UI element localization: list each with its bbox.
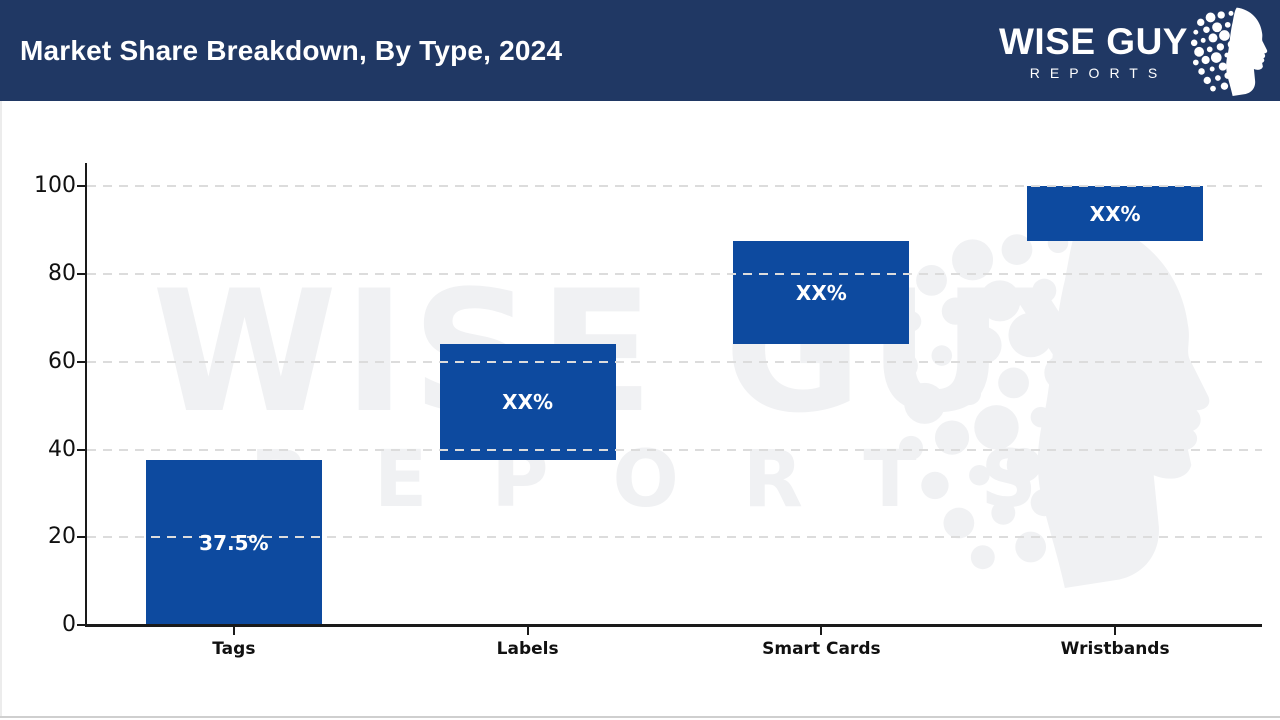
- bar-value-label-wristbands: XX%: [1089, 201, 1141, 226]
- bar-value-label-labels: XX%: [502, 390, 554, 415]
- x-axis-category-label-smart-cards: Smart Cards: [762, 639, 881, 659]
- bar-value-label-smart-cards: XX%: [795, 280, 847, 305]
- x-axis-category-label-tags: Tags: [212, 639, 256, 659]
- y-axis-tick-label: 0: [62, 612, 76, 637]
- chart-title: Market Share Breakdown, By Type, 2024: [20, 34, 563, 66]
- y-axis-tick-label: 40: [48, 436, 76, 462]
- bar-wristbands: [1027, 186, 1204, 242]
- x-axis-tick-mark-smart-cards: [820, 627, 823, 635]
- y-axis-tick-mark: [77, 624, 85, 626]
- footer-divider-line: [0, 716, 1280, 718]
- gridline-60: [87, 360, 1262, 363]
- y-axis-tick-mark: [77, 536, 85, 539]
- header-bar: Market Share Breakdown, By Type, 2024 WI…: [0, 0, 1280, 101]
- y-axis-spine: [85, 163, 87, 627]
- wiseguy-logo-text: WISE GUY REPORTS: [998, 20, 1188, 81]
- x-axis-spine: [85, 624, 1262, 627]
- gridline-80: [87, 273, 1262, 275]
- gridline-100: [87, 185, 1262, 188]
- y-axis-tick-mark: [77, 448, 85, 451]
- gridline-40: [87, 448, 1262, 451]
- wiseguy-logo-name: WISE GUY: [998, 20, 1188, 62]
- bar-labels: [439, 344, 616, 461]
- x-axis-category-label-wristbands: Wristbands: [1060, 639, 1170, 659]
- x-axis-tick-mark-labels: [526, 627, 529, 635]
- y-axis-tick-label: 20: [48, 524, 76, 550]
- left-edge-line: [0, 101, 2, 716]
- x-axis-category-label-labels: Labels: [496, 639, 559, 659]
- bar-smart-cards: [733, 241, 910, 345]
- gridline-20: [87, 536, 1262, 539]
- y-axis-tick-mark: [77, 360, 85, 363]
- wiseguy-logo: WISE GUY REPORTS: [999, 6, 1272, 96]
- bar-tags: [145, 460, 322, 625]
- bar-value-label-tags: 37.5%: [199, 530, 269, 555]
- wiseguy-logo-tagline: REPORTS: [1029, 64, 1168, 81]
- y-axis-tick-mark: [77, 273, 85, 275]
- x-axis-tick-mark-wristbands: [1114, 627, 1117, 635]
- y-axis-tick-mark: [77, 185, 85, 188]
- y-axis-tick-label: 100: [34, 173, 76, 199]
- y-axis-tick-label: 80: [48, 261, 76, 286]
- y-axis-tick-label: 60: [48, 348, 76, 374]
- x-axis-tick-mark-tags: [232, 627, 235, 635]
